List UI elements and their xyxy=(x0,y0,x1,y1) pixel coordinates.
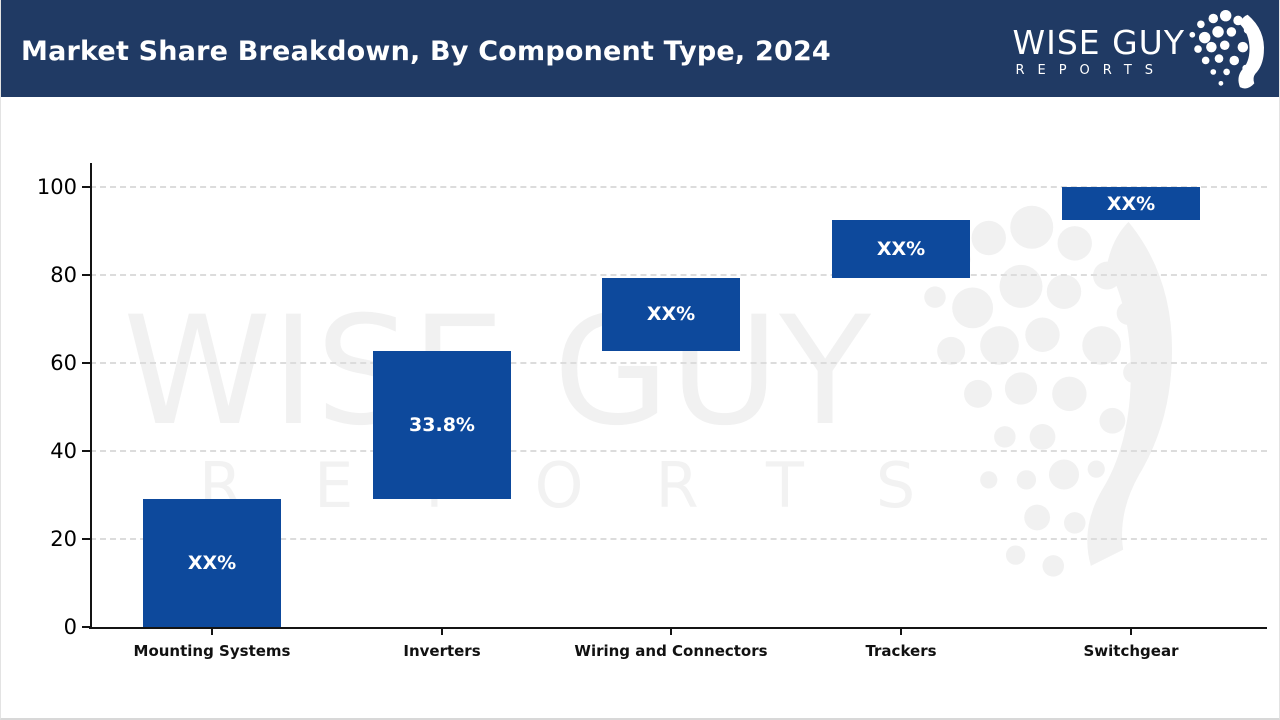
brand-name: WISE GUY xyxy=(1012,22,1185,62)
bar-mounting-systems: XX% xyxy=(143,499,281,627)
y-tick-mark-0 xyxy=(82,626,90,628)
header-bar: Market Share Breakdown, By Component Typ… xyxy=(1,0,1279,97)
category-label-wiring-and-connectors: Wiring and Connectors xyxy=(574,642,768,660)
brand-subtitle: REPORTS xyxy=(1015,62,1167,78)
chart-title: Market Share Breakdown, By Component Typ… xyxy=(21,36,831,67)
bar-trackers: XX% xyxy=(832,220,970,279)
x-tick-mark-switchgear xyxy=(1130,627,1132,635)
bar-inverters: 33.8% xyxy=(373,350,511,500)
brand-logo-text: WISE GUY REPORTS xyxy=(1012,22,1185,78)
bar-wiring-and-connectors: XX% xyxy=(602,278,740,351)
gridline-80 xyxy=(90,274,1267,276)
category-label-inverters: Inverters xyxy=(403,642,481,660)
category-label-trackers: Trackers xyxy=(865,642,937,660)
bar-value-label: 33.8% xyxy=(409,414,475,437)
y-axis-spine xyxy=(90,163,92,629)
gridline-60 xyxy=(90,362,1267,364)
logo-face-icon xyxy=(1171,9,1267,95)
y-tick-label-80: 80 xyxy=(50,263,77,287)
bar-value-label: XX% xyxy=(646,303,696,326)
x-tick-mark-wiring-and-connectors xyxy=(670,627,672,635)
y-tick-label-0: 0 xyxy=(63,615,77,639)
gridline-40 xyxy=(90,450,1267,452)
bar-switchgear: XX% xyxy=(1062,187,1200,221)
y-tick-label-40: 40 xyxy=(50,439,77,463)
watermark-text-secondary: REPORTS xyxy=(199,449,988,522)
y-tick-mark-40 xyxy=(82,450,90,452)
x-tick-mark-inverters xyxy=(441,627,443,635)
x-axis-spine xyxy=(89,627,1267,629)
y-tick-mark-80 xyxy=(82,274,90,276)
brand-logo: WISE GUY REPORTS xyxy=(1012,9,1267,95)
x-tick-mark-mounting-systems xyxy=(211,627,213,635)
y-tick-label-100: 100 xyxy=(36,175,77,199)
bar-value-label: XX% xyxy=(876,238,926,261)
gridline-20 xyxy=(90,538,1267,540)
x-tick-mark-trackers xyxy=(900,627,902,635)
bar-value-label: XX% xyxy=(1106,192,1156,215)
gridline-100 xyxy=(90,186,1267,188)
category-label-switchgear: Switchgear xyxy=(1083,642,1179,660)
category-label-mounting-systems: Mounting Systems xyxy=(133,642,291,660)
plot-area: WISE GUY REPORTS xyxy=(1,97,1279,718)
y-tick-label-20: 20 xyxy=(50,527,77,551)
y-tick-label-60: 60 xyxy=(50,351,77,375)
bar-value-label: XX% xyxy=(187,552,237,575)
y-tick-mark-20 xyxy=(82,538,90,540)
y-tick-mark-100 xyxy=(82,186,90,188)
y-tick-mark-60 xyxy=(82,362,90,364)
